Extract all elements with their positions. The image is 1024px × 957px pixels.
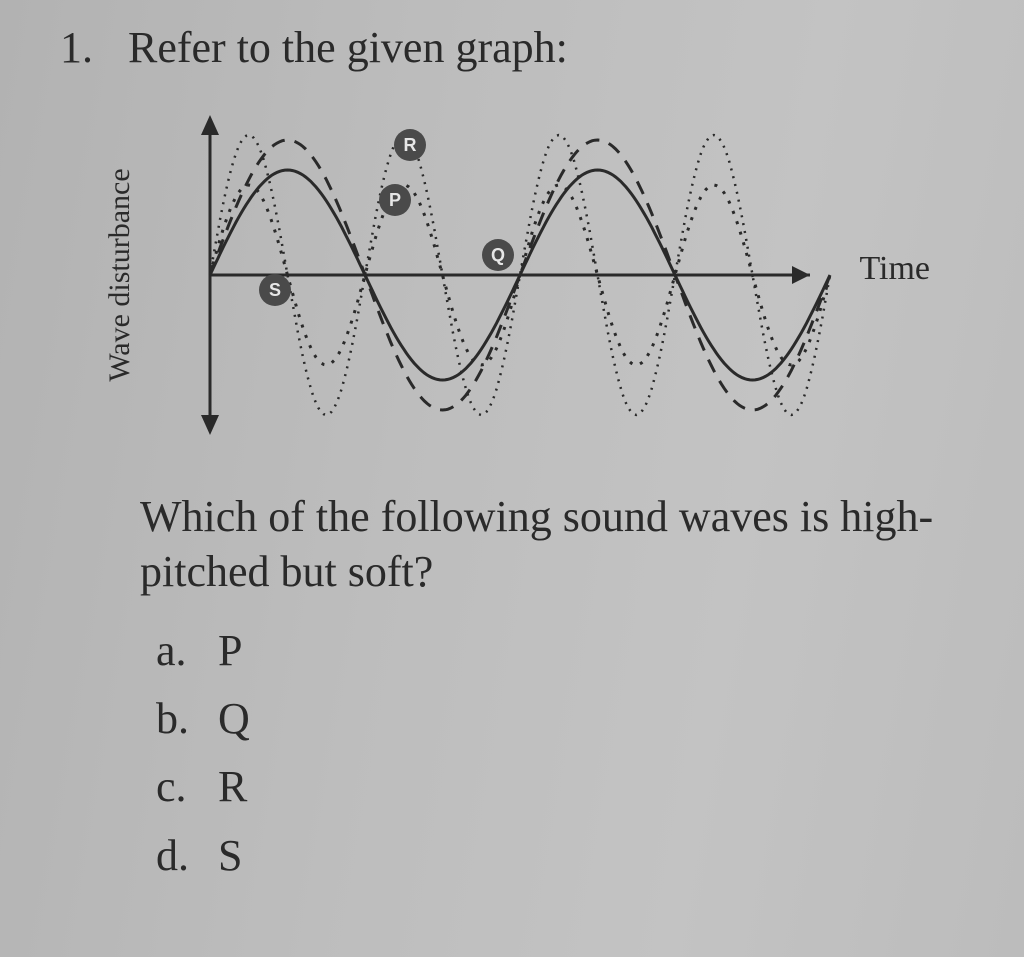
y-axis-down-arrow-icon: [201, 415, 219, 435]
option-letter: c.: [156, 753, 200, 821]
page: 1. Refer to the given graph: Wave distur…: [0, 0, 1024, 957]
option-label: R: [218, 753, 247, 821]
option-label: Q: [218, 685, 250, 753]
y-axis-up-arrow-icon: [201, 115, 219, 135]
option-a[interactable]: a. P: [156, 617, 984, 685]
answer-options: a. P b. Q c. R d. S: [156, 617, 984, 890]
option-letter: d.: [156, 822, 200, 890]
question-row: 1. Refer to the given graph:: [60, 20, 984, 75]
badge-R: R: [394, 129, 426, 161]
svg-text:S: S: [269, 280, 281, 300]
badge-S: S: [259, 274, 291, 306]
svg-text:P: P: [389, 190, 401, 210]
svg-text:Q: Q: [491, 245, 505, 265]
svg-text:R: R: [404, 135, 417, 155]
option-d[interactable]: d. S: [156, 822, 984, 890]
x-axis-arrow-icon: [792, 266, 810, 284]
question-number: 1.: [60, 20, 110, 75]
option-letter: a.: [156, 617, 200, 685]
option-c[interactable]: c. R: [156, 753, 984, 821]
badge-P: P: [379, 184, 411, 216]
y-axis-label: Wave disturbance: [103, 168, 137, 381]
option-b[interactable]: b. Q: [156, 685, 984, 753]
question-stem: Refer to the given graph:: [128, 20, 984, 75]
wave-graph-svg: R P Q S: [130, 85, 850, 465]
badge-Q: Q: [482, 239, 514, 271]
option-letter: b.: [156, 685, 200, 753]
option-label: P: [218, 617, 242, 685]
option-label: S: [218, 822, 242, 890]
x-axis-label: Time: [859, 250, 930, 288]
wave-graph: Wave disturbance Time R: [130, 85, 850, 465]
question-followup: Which of the following sound waves is hi…: [140, 489, 984, 599]
